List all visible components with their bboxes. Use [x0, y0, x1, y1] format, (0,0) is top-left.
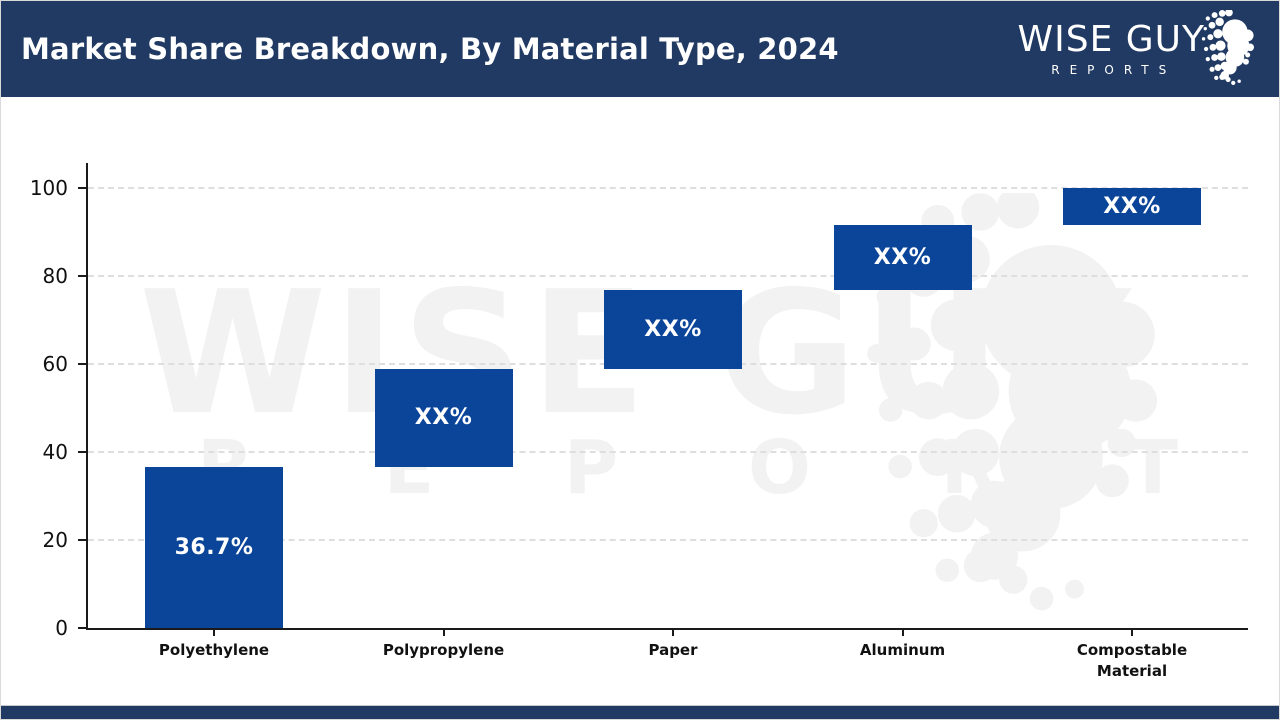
gridline	[88, 187, 1248, 190]
x-axis-tick	[1131, 628, 1133, 636]
y-axis-tick	[78, 187, 86, 190]
x-axis-tick	[901, 628, 904, 636]
logo-text: WISE GUY REPORTS	[1017, 18, 1206, 77]
logo-subtitle: REPORTS	[1051, 62, 1177, 77]
x-axis-category-label: Compostable Material	[1076, 641, 1188, 680]
gridline	[88, 539, 1248, 542]
bar-value-label: 36.7%	[174, 534, 254, 560]
footer-bar	[1, 705, 1279, 719]
y-axis-tick	[78, 539, 86, 542]
page-title: Market Share Breakdown, By Material Type…	[21, 32, 839, 66]
waterfall-bar: 36.7%	[145, 466, 283, 628]
logo-wordmark: WISE GUY	[1017, 18, 1205, 60]
y-axis-tick-label: 60	[42, 352, 68, 377]
y-axis-tick-label: 20	[42, 528, 68, 553]
waterfall-bar: XX%	[604, 289, 742, 370]
x-axis-tick	[672, 628, 674, 636]
header-bar: Market Share Breakdown, By Material Type…	[1, 1, 1279, 97]
gridline	[88, 275, 1248, 278]
y-axis-tick	[78, 627, 86, 629]
bar-value-label: XX%	[1103, 194, 1161, 220]
plot-area: 0 20 40 60 80 100 36.7% Polyethylene XX% Polyprop…	[30, 163, 1248, 680]
waterfall-bar: XX%	[833, 225, 972, 290]
y-axis-tick	[78, 363, 86, 366]
y-axis-tick-label: 0	[55, 616, 68, 640]
bar-value-label: XX%	[873, 245, 932, 271]
x-axis-category-label: Paper	[648, 641, 698, 659]
x-axis-category-label: Polypropylene	[382, 641, 505, 659]
x-axis-category-label: Aluminum	[859, 641, 946, 659]
gridline	[88, 451, 1248, 454]
y-axis-tick	[78, 451, 86, 454]
waterfall-bar: XX%	[374, 369, 513, 467]
wise-guy-logo: WISE GUY REPORTS	[1018, 10, 1260, 88]
y-axis-tick-label: 100	[29, 176, 68, 201]
logo-face-icon	[1201, 10, 1255, 86]
x-axis-tick	[442, 628, 445, 636]
x-axis-tick	[213, 628, 215, 636]
y-axis-tick	[78, 275, 86, 278]
bar-value-label: XX%	[414, 405, 473, 431]
y-axis-tick-label: 80	[42, 264, 68, 289]
y-axis-tick-label: 40	[42, 440, 68, 465]
bar-value-label: XX%	[644, 317, 702, 343]
x-axis-category-label: Polyethylene	[158, 641, 270, 659]
waterfall-bar: XX%	[1063, 188, 1201, 226]
